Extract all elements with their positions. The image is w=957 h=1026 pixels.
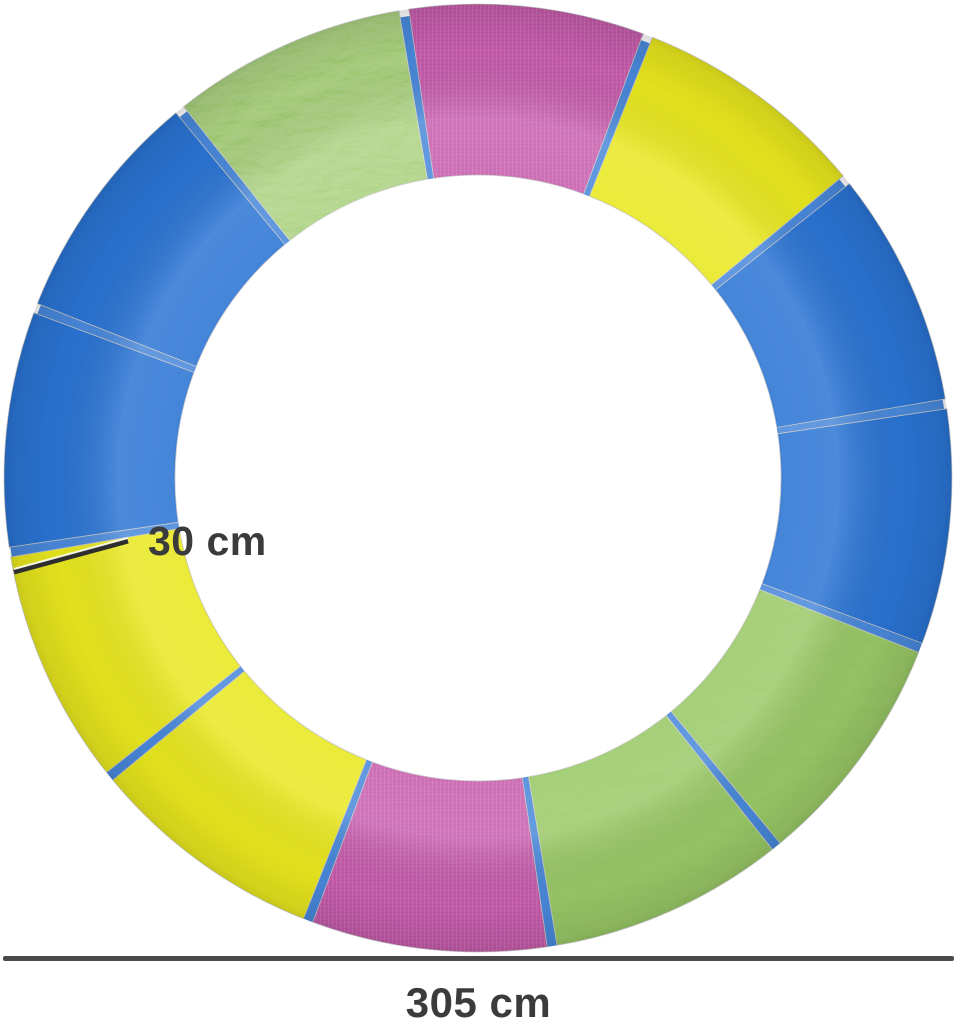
pad-width-label: 30 cm	[148, 518, 267, 564]
pad-width-leader-line	[13, 537, 129, 575]
overall-diameter-label: 305 cm	[405, 979, 552, 1026]
diameter-baseline	[3, 956, 954, 961]
